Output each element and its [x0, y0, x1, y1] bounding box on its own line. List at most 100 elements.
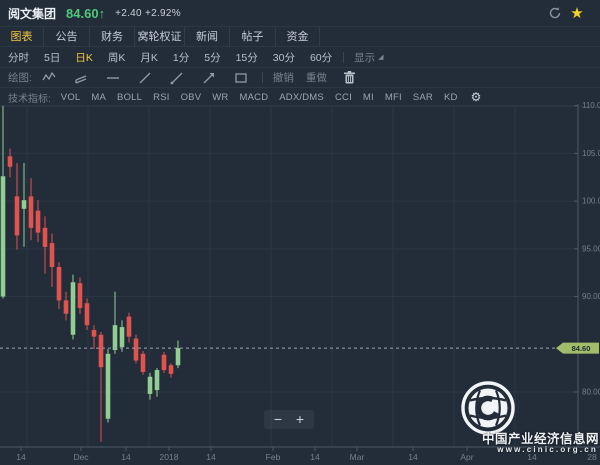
- x-tick-label: 14: [310, 452, 320, 462]
- gear-icon[interactable]: ⚙: [470, 90, 482, 104]
- arrow-line-icon[interactable]: [202, 71, 216, 85]
- indicator-item[interactable]: ADX/DMS: [279, 91, 324, 103]
- indicator-item[interactable]: OBV: [180, 91, 202, 103]
- x-tick-label: 14: [16, 452, 26, 462]
- indicator-item[interactable]: MFI: [384, 91, 402, 103]
- drawing-label: 绘图:: [8, 72, 32, 84]
- candle: [154, 370, 160, 391]
- redo-button[interactable]: 重做: [305, 72, 327, 84]
- y-axis-label: 100.00: [582, 197, 600, 206]
- current-price-tag-label: 84.60: [572, 344, 591, 353]
- drawing-toolbar: 绘图: 撤销 重做: [0, 68, 600, 88]
- x-tick-label: 28: [587, 452, 597, 462]
- candle: [0, 176, 6, 297]
- tab-item[interactable]: 资金: [276, 26, 320, 47]
- x-tick-label: Dec: [73, 452, 89, 462]
- ray-line-icon[interactable]: [170, 71, 184, 85]
- x-tick-label: 14: [408, 452, 418, 462]
- tab-bar: 图表 公告 财务 窝轮权证 新闻 帖子 资金: [0, 26, 600, 47]
- candle: [70, 282, 76, 335]
- polyline-icon[interactable]: [42, 71, 56, 85]
- indicator-item[interactable]: RSI: [153, 91, 170, 103]
- indicator-item[interactable]: BOLL: [117, 91, 143, 103]
- indicator-item[interactable]: SAR: [412, 91, 433, 103]
- candle: [49, 243, 55, 267]
- price-number: 84.60: [66, 5, 99, 21]
- period-item[interactable]: 60分: [309, 51, 333, 64]
- candle: [84, 303, 90, 326]
- indicator-item[interactable]: MA: [91, 91, 107, 103]
- candle: [14, 196, 20, 236]
- channel-icon[interactable]: [74, 71, 88, 85]
- candle: [175, 348, 181, 366]
- indicators-label: 技术指标:: [8, 93, 51, 105]
- display-toggle[interactable]: 显示 ◢: [354, 50, 383, 65]
- candle: [147, 376, 153, 394]
- indicator-item[interactable]: WR: [212, 91, 229, 103]
- tab-item[interactable]: 新闻: [185, 26, 230, 47]
- top-bar: 阅文集团 84.60↑ +2.40 +2.92% ★: [0, 0, 600, 27]
- candle: [56, 266, 62, 301]
- y-axis-label: 95.00: [582, 244, 600, 253]
- candle: [98, 334, 104, 368]
- trash-icon[interactable]: [343, 71, 357, 85]
- chart-area[interactable]: 110.00 105.00 100.00 95.00 90.00 80.00 14 Dec 14…: [0, 100, 600, 465]
- price-value: 84.60↑: [66, 6, 105, 21]
- x-tick-label: 2018: [160, 452, 179, 462]
- candle: [133, 338, 139, 361]
- trend-line-icon[interactable]: [138, 71, 152, 85]
- favorite-star-icon[interactable]: ★: [570, 4, 584, 22]
- candle: [161, 354, 167, 371]
- period-item[interactable]: 1分: [172, 51, 190, 64]
- candle: [112, 325, 118, 351]
- stock-name: 阅文集团: [8, 6, 57, 21]
- period-item[interactable]: 周K: [107, 51, 126, 64]
- candle: [119, 327, 125, 348]
- price-up-arrow-icon: ↑: [98, 5, 106, 21]
- tab-item[interactable]: 财务: [90, 26, 135, 47]
- horizontal-line-icon[interactable]: [106, 71, 120, 85]
- undo-button[interactable]: 撤销: [272, 72, 294, 84]
- period-divider: [343, 51, 345, 63]
- tab-item[interactable]: 公告: [44, 26, 90, 47]
- x-tick-label: 14: [121, 452, 131, 462]
- period-item[interactable]: 5分: [204, 51, 221, 64]
- zoom-out-button[interactable]: −: [273, 411, 283, 427]
- price-chart: 110.00 105.00 100.00 95.00 90.00 80.00 14 Dec 14…: [0, 101, 600, 462]
- tab-item[interactable]: 帖子: [230, 26, 276, 47]
- period-item[interactable]: 15分: [235, 51, 258, 64]
- current-price-tag: [556, 342, 599, 354]
- candle: [77, 283, 83, 309]
- y-axis-label: 80.00: [582, 387, 600, 396]
- period-item[interactable]: 30分: [272, 51, 295, 64]
- candle: [168, 365, 174, 374]
- indicator-item[interactable]: CCI: [334, 91, 352, 103]
- y-axis-label: 90.00: [582, 292, 600, 301]
- candle: [21, 200, 27, 209]
- x-tick-label: Apr: [460, 452, 473, 462]
- candle: [126, 316, 132, 337]
- zoom-controls: − +: [264, 410, 314, 429]
- tab-item[interactable]: 窝轮权证: [135, 26, 185, 47]
- x-tick-label: 14: [206, 452, 216, 462]
- period-item[interactable]: 月K: [140, 51, 158, 64]
- indicator-item[interactable]: MACD: [239, 91, 269, 103]
- indicator-item[interactable]: VOL: [60, 91, 81, 103]
- rectangle-icon[interactable]: [234, 71, 248, 85]
- candle: [28, 196, 34, 228]
- zoom-in-button[interactable]: +: [295, 411, 305, 427]
- period-item[interactable]: 分时: [8, 51, 29, 64]
- period-item[interactable]: 日K: [75, 51, 93, 64]
- candle: [63, 300, 69, 314]
- indicator-item[interactable]: MI: [362, 91, 374, 103]
- price-change: +2.40 +2.92%: [115, 7, 181, 19]
- drawing-tools: [42, 71, 266, 85]
- x-tick-label: Mar: [350, 452, 365, 462]
- indicator-item[interactable]: KD: [443, 91, 458, 103]
- indicator-list: VOL MA BOLL RSI OBV WR MACD ADX/DMS CCI MI MFI SAR K…: [61, 92, 469, 103]
- tab-item[interactable]: 图表: [0, 26, 44, 47]
- period-item[interactable]: 5日: [44, 51, 61, 64]
- x-tick-label: 14: [527, 452, 537, 462]
- refresh-icon[interactable]: [544, 2, 566, 24]
- candle: [91, 329, 97, 337]
